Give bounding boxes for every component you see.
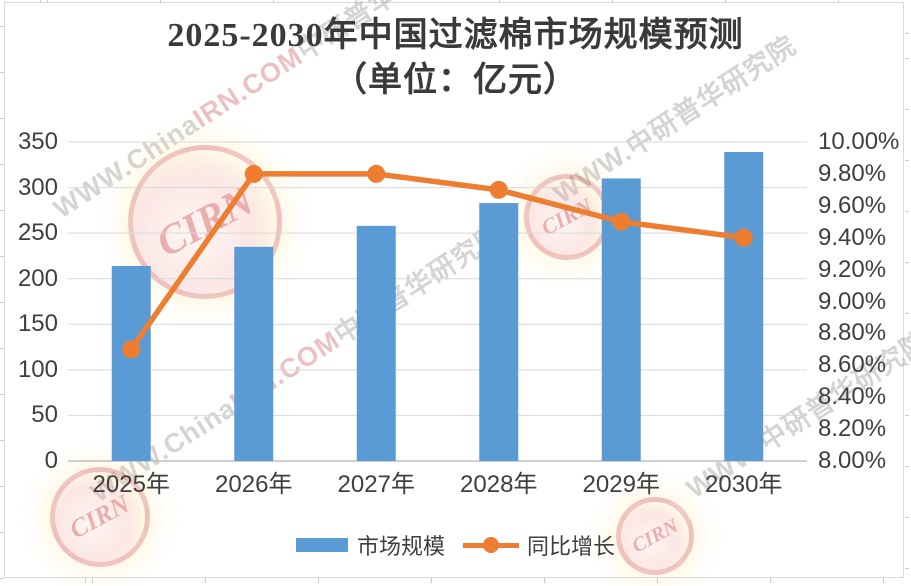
right-axis-label-9.00%: 9.00%	[818, 287, 887, 315]
legend-label-yoy-growth: 同比增长	[527, 534, 616, 559]
right-axis-label-8.00%: 8.00%	[818, 447, 887, 474]
frame-ticks-right	[905, 0, 909, 586]
right-axis-label-8.80%: 8.80%	[818, 319, 887, 347]
left-axis-label-0: 0	[44, 447, 58, 474]
right-axis-label-9.40%: 9.40%	[818, 223, 887, 251]
bar-2028年	[479, 203, 519, 461]
right-axis-label-9.60%: 9.60%	[818, 191, 887, 219]
bar-2025年	[111, 265, 151, 461]
chart-title: 2025-2030年中国过滤棉市场规模预测 （单位：亿元）	[0, 14, 911, 104]
x-axis-label-2029年: 2029年	[582, 471, 660, 498]
right-axis-label-9.20%: 9.20%	[818, 255, 887, 283]
frame-ticks-top	[0, 0, 911, 3]
line-swatch-marker-icon	[483, 537, 499, 553]
frame-ticks-left	[0, 0, 4, 586]
left-axis-label-300: 300	[17, 173, 58, 201]
line-marker-2029年	[612, 212, 631, 231]
right-axis-label-9.80%: 9.80%	[818, 159, 887, 187]
right-axis-label-10.00%: 10.00%	[818, 128, 900, 155]
right-axis-label-8.60%: 8.60%	[818, 351, 887, 379]
line-marker-2026年	[244, 164, 263, 183]
right-axis-label-8.20%: 8.20%	[818, 415, 887, 443]
left-axis-label-200: 200	[17, 264, 58, 292]
x-axis-label-2030年: 2030年	[705, 471, 783, 498]
growth-line	[128, 171, 747, 353]
chart-title-line2: （单位：亿元）	[333, 61, 578, 99]
legend-item-yoy-growth: 同比增长	[445, 529, 615, 561]
legend: 市场规模 同比增长	[0, 529, 911, 561]
bar-2030年	[724, 152, 764, 462]
left-axis-label-250: 250	[17, 219, 58, 247]
left-axis-label-50: 50	[31, 401, 58, 429]
left-axis-label-150: 150	[17, 310, 58, 338]
x-axis-label-2026年: 2026年	[215, 471, 293, 498]
line-series-swatch	[463, 537, 519, 553]
frame-ticks-bottom	[0, 578, 911, 583]
left-axis-label-350: 350	[17, 128, 58, 155]
bar-2027年	[356, 225, 396, 461]
line-marker-2027年	[367, 164, 386, 183]
bar-2026年	[234, 246, 274, 461]
left-axis-label-100: 100	[17, 355, 58, 383]
line-marker-2025年	[122, 340, 141, 359]
x-axis-label-2027年: 2027年	[337, 471, 415, 498]
x-axis-label-2025年: 2025年	[92, 471, 170, 498]
line-marker-2030年	[734, 228, 753, 247]
line-marker-2028年	[489, 180, 508, 199]
right-axis-label-8.40%: 8.40%	[818, 383, 887, 411]
legend-label-market-size: 市场规模	[356, 534, 445, 559]
x-axis-label-2028年: 2028年	[460, 471, 538, 498]
bar-series-swatch	[295, 538, 348, 552]
legend-item-market-size: 市场规模	[295, 529, 445, 561]
chart-title-line1: 2025-2030年中国过滤棉市场规模预测	[167, 17, 744, 54]
